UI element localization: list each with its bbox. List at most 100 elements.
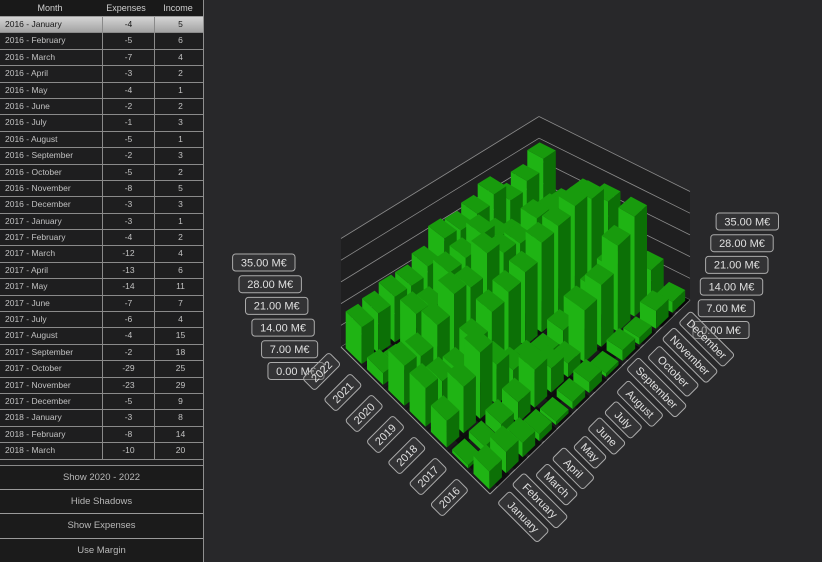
bar-2016-June[interactable] bbox=[556, 377, 586, 410]
bar-2016-July[interactable] bbox=[573, 359, 602, 393]
use-margin-button[interactable]: Use Margin bbox=[0, 537, 203, 562]
cell-income: 14 bbox=[154, 426, 206, 443]
chart-3d-bars[interactable]: 0.00 M€ 7.00 M€ 14.00 M€ 21.00 M€ 28.00 M€ 35… bbox=[205, 0, 822, 562]
bar-2019-January[interactable] bbox=[409, 363, 438, 427]
table-row[interactable]: 2016 - June -2 2 bbox=[0, 98, 203, 116]
cell-income: 9 bbox=[154, 393, 206, 410]
bar-2016-November[interactable] bbox=[639, 290, 669, 329]
table-row[interactable]: 2017 - April -13 6 bbox=[0, 262, 206, 280]
table-row[interactable]: 2017 - December -5 9 bbox=[0, 393, 206, 411]
cell-expenses: -10 bbox=[102, 443, 154, 459]
table-row[interactable]: 2016 - July -1 3 bbox=[0, 115, 203, 132]
bar-face-right bbox=[672, 290, 686, 313]
bar-face-top bbox=[416, 286, 445, 309]
bar-face-right bbox=[656, 298, 669, 329]
cell-month: 2017 - February bbox=[5, 232, 66, 243]
table-row[interactable]: 2016 - November -8 5 bbox=[0, 180, 203, 198]
cell-income: 8 bbox=[154, 410, 206, 426]
cell-month: 2016 - February bbox=[5, 35, 66, 46]
table-row[interactable]: 2017 - October -29 25 bbox=[0, 361, 203, 378]
cell-month: 2016 - April bbox=[5, 68, 48, 79]
table-row[interactable]: 2016 - December -3 3 bbox=[0, 197, 203, 214]
table-row[interactable]: 2017 - September -2 18 bbox=[0, 344, 203, 362]
table-row[interactable]: 2016 - August -5 1 bbox=[0, 131, 206, 149]
value-axis-label-right: 14.00 M€ bbox=[699, 277, 764, 296]
cell-expenses: -5 bbox=[102, 393, 154, 410]
bar-face-top bbox=[433, 251, 462, 273]
bar-2016-September[interactable] bbox=[606, 328, 636, 361]
cell-month: 2016 - August bbox=[5, 133, 58, 144]
table-row[interactable]: 2017 - May -14 11 bbox=[0, 279, 203, 296]
table-row[interactable]: 2017 - August -4 15 bbox=[0, 328, 203, 345]
bar-face-left bbox=[345, 311, 362, 364]
table-row[interactable]: 2018 - January -3 8 bbox=[0, 410, 206, 427]
bar-2016-February[interactable] bbox=[490, 425, 519, 474]
bar-face-top bbox=[473, 444, 502, 472]
bar-2022-January[interactable] bbox=[345, 303, 375, 364]
bar-face-top bbox=[449, 237, 479, 258]
table-row[interactable]: 2017 - June -7 7 bbox=[0, 295, 203, 313]
bar-face-left bbox=[490, 436, 507, 474]
cell-income: 6 bbox=[154, 262, 206, 279]
cell-expenses: -3 bbox=[102, 66, 154, 82]
cell-expenses: -8 bbox=[102, 426, 154, 443]
bar-face-top bbox=[388, 341, 417, 366]
cell-expenses: -1 bbox=[102, 115, 154, 131]
bar-face-top bbox=[345, 303, 375, 328]
table-row[interactable]: 2017 - January -3 1 bbox=[0, 213, 206, 231]
bar-face-right bbox=[489, 459, 502, 490]
bars-svg[interactable]: 0.00 M€ 7.00 M€ 14.00 M€ 21.00 M€ 28.00 M€ 35… bbox=[205, 0, 822, 562]
bar-face-right bbox=[601, 273, 614, 347]
bar-face-top bbox=[590, 350, 619, 374]
table-row[interactable]: 2017 - July -6 4 bbox=[0, 312, 203, 329]
bar-face-right bbox=[639, 325, 652, 345]
table-body: 2016 - January -4 5 2016 - February -5 6 2016 … bbox=[0, 17, 203, 460]
hide-shadows-button[interactable]: Hide Shadows bbox=[0, 488, 203, 514]
bar-2016-January[interactable] bbox=[473, 444, 502, 490]
table-row[interactable]: 2016 - October -5 2 bbox=[0, 164, 206, 181]
table-row[interactable]: 2017 - November -23 29 bbox=[0, 377, 203, 394]
bar-face-top bbox=[506, 417, 536, 443]
svg-text:28.00 M€: 28.00 M€ bbox=[719, 238, 765, 250]
bar-face-top bbox=[525, 221, 555, 243]
cell-month: 2017 - August bbox=[5, 330, 58, 341]
cell-income: 2 bbox=[154, 164, 206, 180]
bar-face-right bbox=[522, 431, 536, 458]
table-row[interactable]: 2017 - February -4 2 bbox=[0, 230, 203, 247]
bar-face-right bbox=[622, 338, 636, 361]
cell-month: 2017 - May bbox=[5, 281, 48, 292]
bar-2017-August[interactable] bbox=[568, 288, 598, 363]
bar-face-right bbox=[525, 262, 538, 346]
bar-face-top bbox=[442, 346, 472, 371]
cell-income: 5 bbox=[154, 17, 206, 33]
column-header-income: Income bbox=[163, 3, 193, 13]
table-row[interactable]: 2018 - March -10 20 bbox=[0, 443, 203, 460]
cell-income: 1 bbox=[154, 213, 206, 230]
table-row[interactable]: 2016 - April -3 2 bbox=[0, 66, 203, 83]
cell-income: 1 bbox=[154, 131, 206, 148]
table-row[interactable]: 2016 - February -5 6 bbox=[0, 33, 203, 50]
cell-month: 2018 - January bbox=[5, 412, 62, 423]
bar-face-top bbox=[623, 316, 652, 338]
cell-expenses: -12 bbox=[102, 246, 154, 262]
show-expenses-button[interactable]: Show Expenses bbox=[0, 513, 203, 538]
table-row[interactable]: 2018 - February -8 14 bbox=[0, 426, 206, 444]
show-years-button[interactable]: Show 2020 - 2022 bbox=[0, 465, 203, 489]
bar-2017-April[interactable] bbox=[502, 377, 531, 423]
table-row[interactable]: 2016 - May -4 1 bbox=[0, 82, 203, 99]
bar-2018-January[interactable] bbox=[430, 395, 460, 448]
value-axis-label-right: 28.00 M€ bbox=[710, 234, 774, 253]
cell-month: 2016 - October bbox=[5, 166, 62, 177]
cell-expenses: -4 bbox=[102, 17, 154, 33]
bar-2016-May[interactable] bbox=[540, 396, 569, 426]
value-axis-label-right: 7.00 M€ bbox=[697, 299, 755, 318]
table-row[interactable]: 2016 - January -4 5 bbox=[0, 17, 206, 34]
table-row[interactable]: 2016 - March -7 4 bbox=[0, 49, 203, 67]
bar-face-right bbox=[378, 305, 391, 354]
bar-face-top bbox=[551, 340, 581, 364]
table-row[interactable]: 2016 - September -2 3 bbox=[0, 148, 203, 165]
value-axis-label-left: 14.00 M€ bbox=[251, 318, 315, 337]
bar-face-top bbox=[502, 377, 531, 403]
bar-face-right bbox=[634, 205, 647, 317]
table-row[interactable]: 2017 - March -12 4 bbox=[0, 246, 203, 263]
